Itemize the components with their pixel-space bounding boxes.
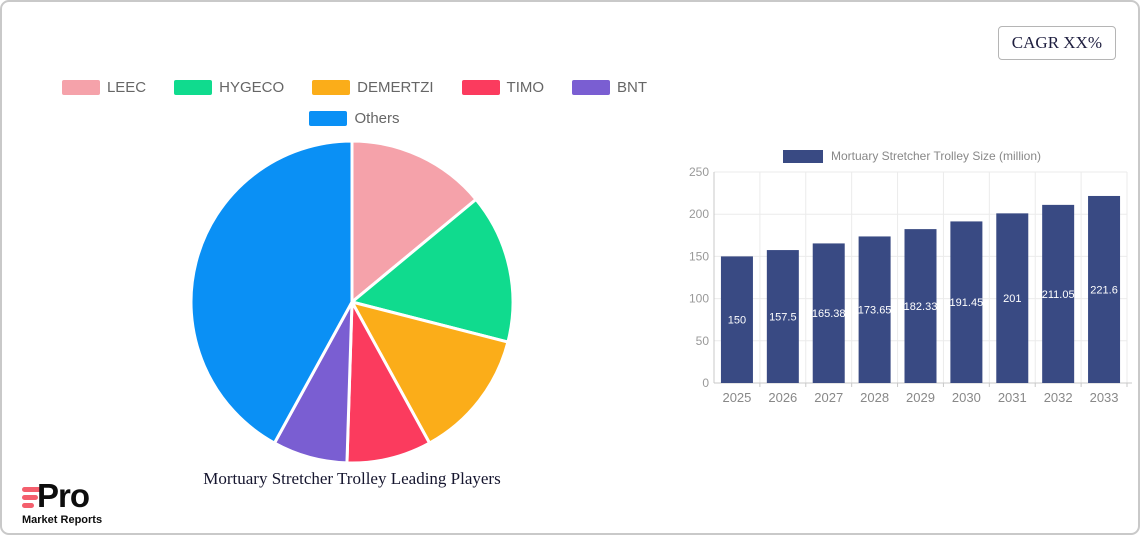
pie-slice-leec — [350, 139, 478, 304]
y-axis-tick-label: 0 — [702, 376, 709, 390]
pie-slice-demertzi — [350, 300, 510, 445]
y-axis-tick-label: 200 — [689, 207, 709, 221]
x-axis-label-2028: 2028 — [860, 390, 889, 405]
x-axis-label-2031: 2031 — [998, 390, 1027, 405]
bar-2026 — [766, 250, 799, 383]
bar-value-label-2031: 201 — [1003, 293, 1021, 305]
legend-swatch-others — [309, 111, 348, 126]
bar-value-label-2026: 157.5 — [769, 312, 797, 324]
legend-swatch-demertzi — [312, 80, 351, 95]
bar-legend-swatch — [782, 149, 823, 163]
x-axis-label-2025: 2025 — [722, 390, 751, 405]
y-axis-tick-label: 50 — [696, 334, 710, 348]
bar-2029 — [904, 229, 937, 383]
pie-chart — [189, 139, 515, 465]
logo-brand-text: Pro — [37, 477, 90, 514]
legend-swatch-timo — [461, 80, 500, 95]
y-axis-tick-label: 100 — [689, 292, 709, 306]
bar-2025 — [720, 256, 753, 383]
bar-legend-label: Mortuary Stretcher Trolley Size (million… — [830, 149, 1042, 163]
bar-value-label-2029: 182.33 — [904, 301, 938, 313]
cagr-badge: CAGR XX% — [997, 26, 1116, 60]
legend-item-timo[interactable]: TIMO — [461, 79, 545, 96]
pie-slice-others — [189, 139, 354, 445]
x-axis-label-2033: 2033 — [1090, 390, 1119, 405]
logo-bars-icon — [22, 486, 42, 508]
legend-label-bnt: BNT — [617, 79, 648, 96]
x-axis-label-2029: 2029 — [906, 390, 935, 405]
pie-legend: LEEC HYGECO DEMERTZI TIMO BNT Others — [32, 79, 677, 127]
pie-slice-hygeco — [350, 197, 515, 344]
legend-item-hygeco[interactable]: HYGECO — [174, 79, 284, 96]
bar-2031 — [996, 213, 1029, 383]
bar-2032 — [1042, 204, 1075, 383]
legend-swatch-leec — [61, 80, 100, 95]
x-axis-label-2027: 2027 — [814, 390, 843, 405]
bar-2033 — [1088, 195, 1121, 383]
bar-value-label-2025: 150 — [728, 315, 746, 327]
legend-item-others[interactable]: Others — [309, 110, 400, 127]
bar-chart-legend[interactable]: Mortuary Stretcher Trolley Size (million… — [687, 149, 1137, 163]
bar-2030 — [950, 221, 983, 383]
bar-value-label-2033: 221.6 — [1090, 284, 1118, 296]
bar-value-label-2032: 211.05 — [1042, 289, 1075, 301]
legend-swatch-hygeco — [174, 80, 213, 95]
x-axis-label-2026: 2026 — [768, 390, 797, 405]
legend-label-others: Others — [354, 110, 400, 127]
bar-chart: 0 50 100 150 200 250 150 2025 157.5 2026 165.38 202… — [689, 165, 1132, 405]
legend-item-demertzi[interactable]: DEMERTZI — [312, 79, 434, 96]
legend-label-leec: LEEC — [106, 79, 147, 96]
legend-label-hygeco: HYGECO — [219, 79, 285, 96]
x-axis-label-2032: 2032 — [1044, 390, 1073, 405]
pie-slice-timo — [345, 300, 432, 465]
legend-label-demertzi: DEMERTZI — [357, 79, 434, 96]
x-axis-label-2030: 2030 — [952, 390, 981, 405]
legend-label-timo: TIMO — [506, 79, 545, 96]
y-axis-tick-label: 150 — [689, 249, 709, 263]
pie-chart-title: Mortuary Stretcher Trolley Leading Playe… — [203, 469, 501, 488]
bar-value-label-2027: 165.38 — [812, 308, 846, 320]
legend-swatch-bnt — [572, 80, 611, 95]
y-axis-tick-label: 250 — [689, 165, 709, 179]
legend-item-bnt[interactable]: BNT — [572, 79, 647, 96]
legend-item-leec[interactable]: LEEC — [61, 79, 147, 96]
bar-2028 — [858, 236, 891, 383]
logo-subtitle: Market Reports — [22, 514, 103, 526]
bar-value-label-2030: 191.45 — [950, 297, 984, 309]
brand-logo: Pro Market Reports — [22, 479, 102, 526]
bar-2027 — [812, 243, 845, 383]
bar-value-label-2028: 173.65 — [858, 305, 892, 317]
